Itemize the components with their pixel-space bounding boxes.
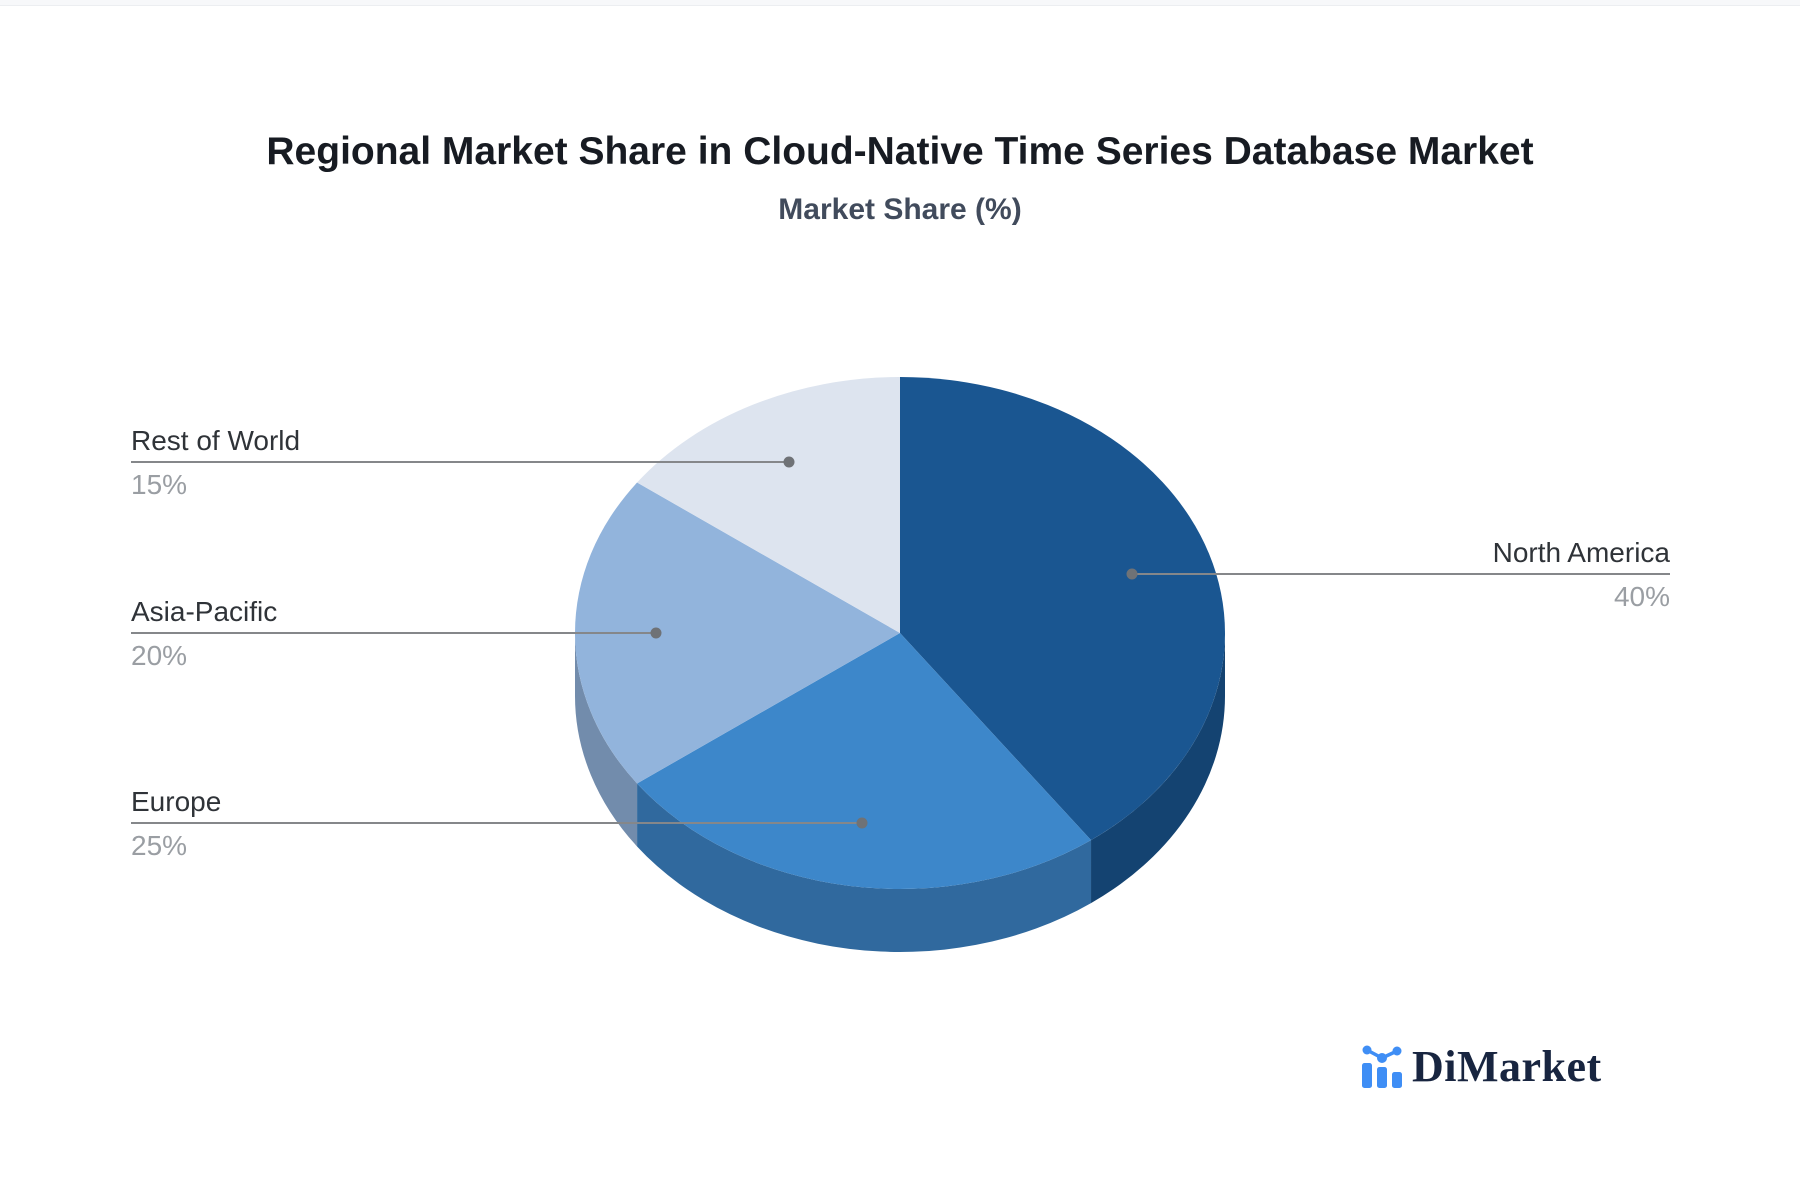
pie-slice-side-europe xyxy=(637,783,1092,952)
leader-dot-north-america xyxy=(1126,568,1138,580)
leader-dot-rest-of-world xyxy=(783,456,795,468)
brand-logo: DiMarket xyxy=(1362,1044,1602,1090)
pie-slice-europe[interactable] xyxy=(637,633,1092,889)
slice-value-north-america: 40% xyxy=(1613,581,1670,612)
pie-slice-rest-of-world[interactable] xyxy=(637,377,900,633)
brand-name: DiMarket xyxy=(1412,1042,1602,1091)
leader-dot-asia-pacific xyxy=(650,627,662,639)
pie-slice-side-north-america xyxy=(1091,633,1225,904)
chart-subtitle: Market Share (%) xyxy=(778,193,1022,226)
bar-chart-icon xyxy=(1362,1045,1402,1088)
slice-label-asia-pacific: Asia-Pacific xyxy=(131,596,278,627)
pie-slice-side-asia-pacific xyxy=(575,633,638,847)
pie-slice-asia-pacific[interactable] xyxy=(575,482,900,784)
slice-value-asia-pacific: 20% xyxy=(131,640,188,671)
slice-label-north-america: North America xyxy=(1492,537,1670,568)
slice-label-europe: Europe xyxy=(131,786,222,817)
pie-slice-north-america[interactable] xyxy=(900,377,1225,841)
chart-title: Regional Market Share in Cloud-Native Ti… xyxy=(266,130,1534,173)
leader-dot-europe xyxy=(856,817,868,829)
top-edge-strip xyxy=(0,0,1800,6)
slice-value-europe: 25% xyxy=(131,830,188,861)
slice-value-rest-of-world: 15% xyxy=(131,469,188,500)
slice-label-rest-of-world: Rest of World xyxy=(131,425,301,456)
